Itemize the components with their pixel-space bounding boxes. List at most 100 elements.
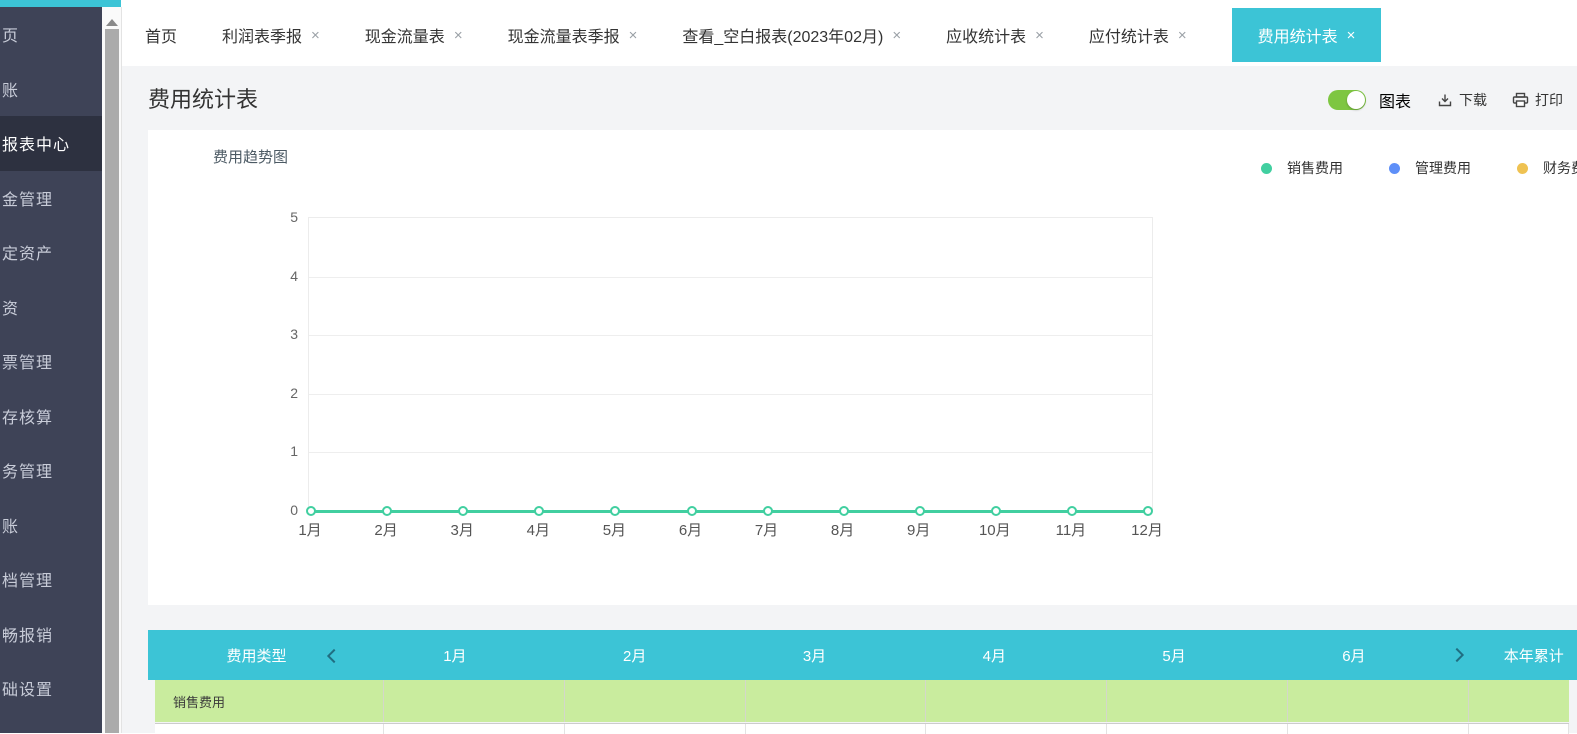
tab-close-icon[interactable]: ×	[1346, 26, 1356, 44]
download-icon	[1438, 94, 1452, 107]
y-axis-tick: 0	[290, 502, 298, 518]
row-value-cell	[926, 680, 1108, 722]
sidebar-item[interactable]: 畅报销	[2, 627, 54, 645]
print-label: 打印	[1535, 92, 1563, 108]
x-axis-tick: 6月	[678, 522, 703, 539]
tab-label: 首页	[145, 29, 178, 46]
row-type-cell: 销售费用	[155, 680, 384, 722]
x-axis-tick: 1月	[298, 522, 322, 539]
tab-close-icon[interactable]: ×	[311, 26, 320, 44]
gridline	[309, 393, 1152, 395]
y-axis-tick: 3	[290, 326, 298, 343]
sidebar-item[interactable]: 页	[2, 28, 20, 46]
chevron-left-icon[interactable]	[326, 648, 342, 664]
row-value-cell	[384, 680, 565, 722]
legend-item[interactable]: 销售费用	[1261, 158, 1343, 178]
row-total-cell	[1469, 680, 1569, 722]
tab-label: 查看_空白报表(2023年02月)	[682, 29, 884, 46]
data-point-marker	[762, 506, 773, 516]
header-cell-month: 6月	[1342, 647, 1366, 665]
y-axis-tick: 2	[290, 384, 298, 401]
table-row-partial	[155, 723, 1569, 734]
data-point-marker	[838, 506, 849, 516]
series-line	[311, 509, 1151, 513]
tab[interactable]: 费用统计表 ×	[1231, 8, 1382, 62]
tab-close-icon[interactable]: ×	[628, 26, 638, 44]
legend-label: 管理费用	[1415, 160, 1471, 176]
row-value-cell	[746, 724, 927, 734]
tab-close-icon[interactable]: ×	[1035, 26, 1044, 44]
sidebar-item[interactable]: 资	[2, 300, 20, 318]
sidebar-item[interactable]: 报表中心	[0, 116, 102, 171]
data-point-marker	[686, 506, 697, 516]
x-axis-tick: 5月	[602, 522, 627, 539]
sidebar-item[interactable]: 础设置	[2, 682, 54, 700]
row-value-cell	[1288, 724, 1469, 734]
header-cell-month: 4月	[982, 647, 1006, 665]
tab[interactable]: 利润表季报 ×	[222, 8, 320, 62]
x-axis-tick: 12月	[1131, 522, 1163, 539]
gridline	[309, 335, 1152, 337]
chart-plot-area	[306, 217, 1153, 516]
sidebar-item[interactable]: 账	[2, 518, 20, 536]
x-axis-tick: 9月	[907, 522, 931, 539]
tab-close-icon[interactable]: ×	[453, 26, 463, 44]
legend-color-dot	[1517, 162, 1528, 174]
tab[interactable]: 应收统计表 ×	[946, 8, 1044, 62]
chevron-right-icon[interactable]	[1449, 647, 1464, 663]
sidebar-item[interactable]: 存核算	[2, 409, 54, 427]
tab[interactable]: 首页	[145, 8, 177, 62]
download-label: 下载	[1459, 92, 1487, 108]
sidebar-item[interactable]: 定资产	[2, 246, 54, 264]
x-axis-tick: 3月	[450, 522, 474, 539]
sidebar-nav: 页账报表中心 金管理 定资产资票管理 存核算 务管理账档管理 畅报销 础设置	[0, 7, 102, 733]
tab-bar: 首页 利润表季报 × 现金流量表 × 现金流量表季报 × 查看_空白报表(2023年02月) ×…	[122, 8, 1577, 62]
print-icon	[1512, 92, 1529, 108]
y-axis-tick: 5	[290, 209, 298, 225]
x-axis-tick: 10月	[978, 522, 1011, 539]
header-total-label: 本年累计	[1503, 647, 1564, 665]
chart-toggle-switch[interactable]	[1328, 90, 1366, 110]
row-value-cell	[1288, 680, 1469, 722]
legend-item[interactable]: 财务费用	[1517, 158, 1577, 178]
toggle-knob	[1347, 91, 1365, 109]
tab[interactable]: 现金流量表季报 ×	[508, 8, 638, 62]
legend-color-dot	[1389, 162, 1400, 174]
x-axis-tick: 8月	[830, 522, 855, 539]
y-axis-tick: 4	[290, 267, 298, 284]
tab[interactable]: 查看_空白报表(2023年02月) ×	[682, 8, 901, 62]
legend-item[interactable]: 管理费用	[1389, 158, 1471, 178]
tab[interactable]: 应付统计表 ×	[1089, 8, 1187, 62]
tab-label: 利润表季报	[222, 29, 303, 46]
data-point-marker	[990, 506, 1001, 516]
x-axis-tick: 7月	[754, 522, 779, 539]
row-type-cell	[155, 724, 384, 734]
tab-label: 应收统计表	[946, 29, 1027, 46]
header-cell-month: 3月	[802, 647, 827, 665]
download-button[interactable]: 下载	[1437, 90, 1487, 110]
print-button[interactable]: 打印	[1512, 90, 1563, 110]
tab[interactable]: 现金流量表 ×	[365, 8, 463, 62]
row-value-cell	[565, 680, 746, 722]
row-value-cell	[746, 680, 927, 722]
chart-toggle-group[interactable]: 图表	[1328, 88, 1411, 112]
tab-label: 现金流量表	[364, 29, 445, 46]
table-row: 销售费用	[155, 680, 1569, 722]
tab-close-icon[interactable]: ×	[892, 26, 902, 44]
scrollbar-thumb[interactable]	[104, 29, 119, 733]
sidebar-scrollbar[interactable]	[102, 7, 122, 733]
data-point-marker	[534, 506, 545, 516]
legend-color-dot	[1261, 162, 1272, 174]
tab-close-icon[interactable]: ×	[1177, 26, 1187, 44]
sidebar-item[interactable]: 票管理	[2, 355, 54, 373]
sidebar-item[interactable]: 档管理	[2, 573, 54, 591]
page-title: 费用统计表	[148, 87, 259, 112]
scrollbar-up-icon[interactable]	[106, 19, 118, 26]
sidebar-item[interactable]: 金管理	[2, 191, 54, 209]
sidebar-item[interactable]: 账	[2, 82, 20, 100]
sidebar-item[interactable]: 务管理	[2, 464, 54, 482]
data-point-marker	[1066, 506, 1077, 516]
row-value-cell	[565, 724, 746, 734]
header-cell-total: 本年累计	[1444, 630, 1577, 680]
